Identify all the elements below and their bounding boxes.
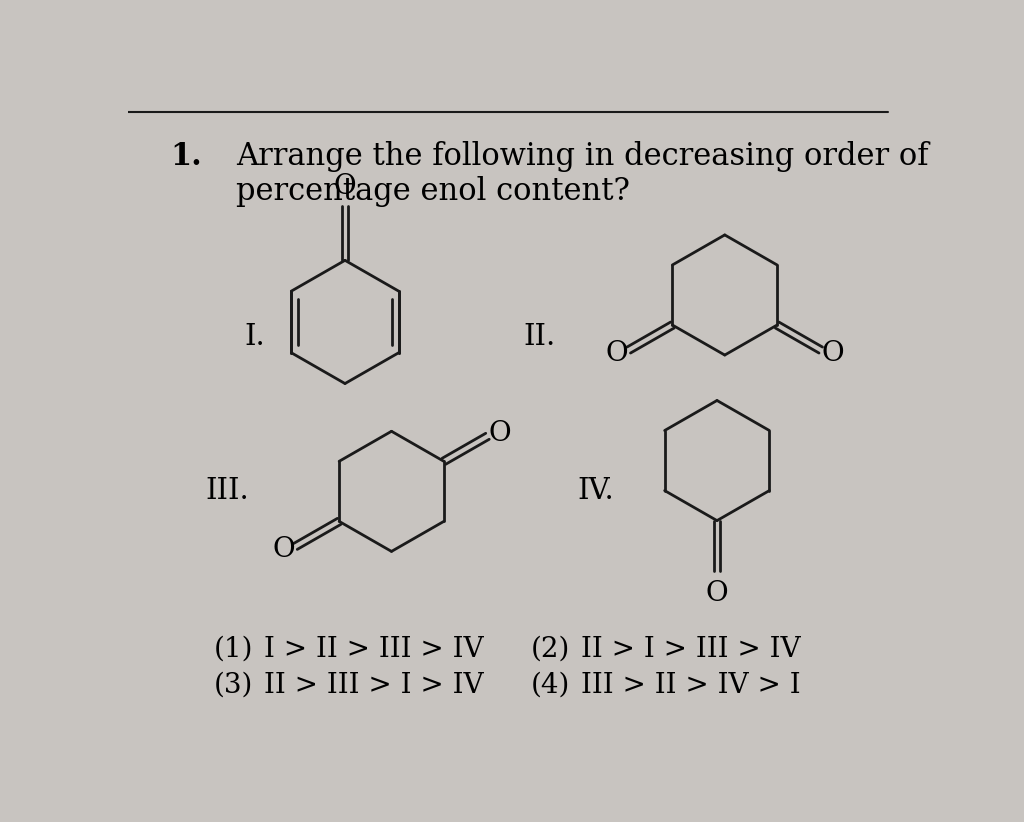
Text: percentage enol content?: percentage enol content? (237, 176, 631, 206)
Text: II.: II. (523, 323, 555, 351)
Text: O: O (488, 420, 511, 446)
Text: III.: III. (206, 478, 249, 506)
Text: O: O (272, 536, 295, 563)
Text: (4): (4) (531, 672, 570, 699)
Text: IV.: IV. (578, 478, 614, 506)
Text: II > I > III > IV: II > I > III > IV (582, 635, 801, 663)
Text: O: O (706, 580, 728, 607)
Text: 1.: 1. (171, 141, 203, 172)
Text: (2): (2) (531, 635, 570, 663)
Text: O: O (334, 173, 356, 201)
Text: Arrange the following in decreasing order of: Arrange the following in decreasing orde… (237, 141, 929, 172)
Text: O: O (821, 340, 844, 367)
Text: (3): (3) (213, 672, 253, 699)
Text: I.: I. (245, 323, 265, 351)
Text: III > II > IV > I: III > II > IV > I (582, 672, 801, 699)
Text: O: O (605, 340, 628, 367)
Text: II > III > I > IV: II > III > I > IV (263, 672, 483, 699)
Text: I > II > III > IV: I > II > III > IV (263, 635, 483, 663)
Text: (1): (1) (213, 635, 253, 663)
